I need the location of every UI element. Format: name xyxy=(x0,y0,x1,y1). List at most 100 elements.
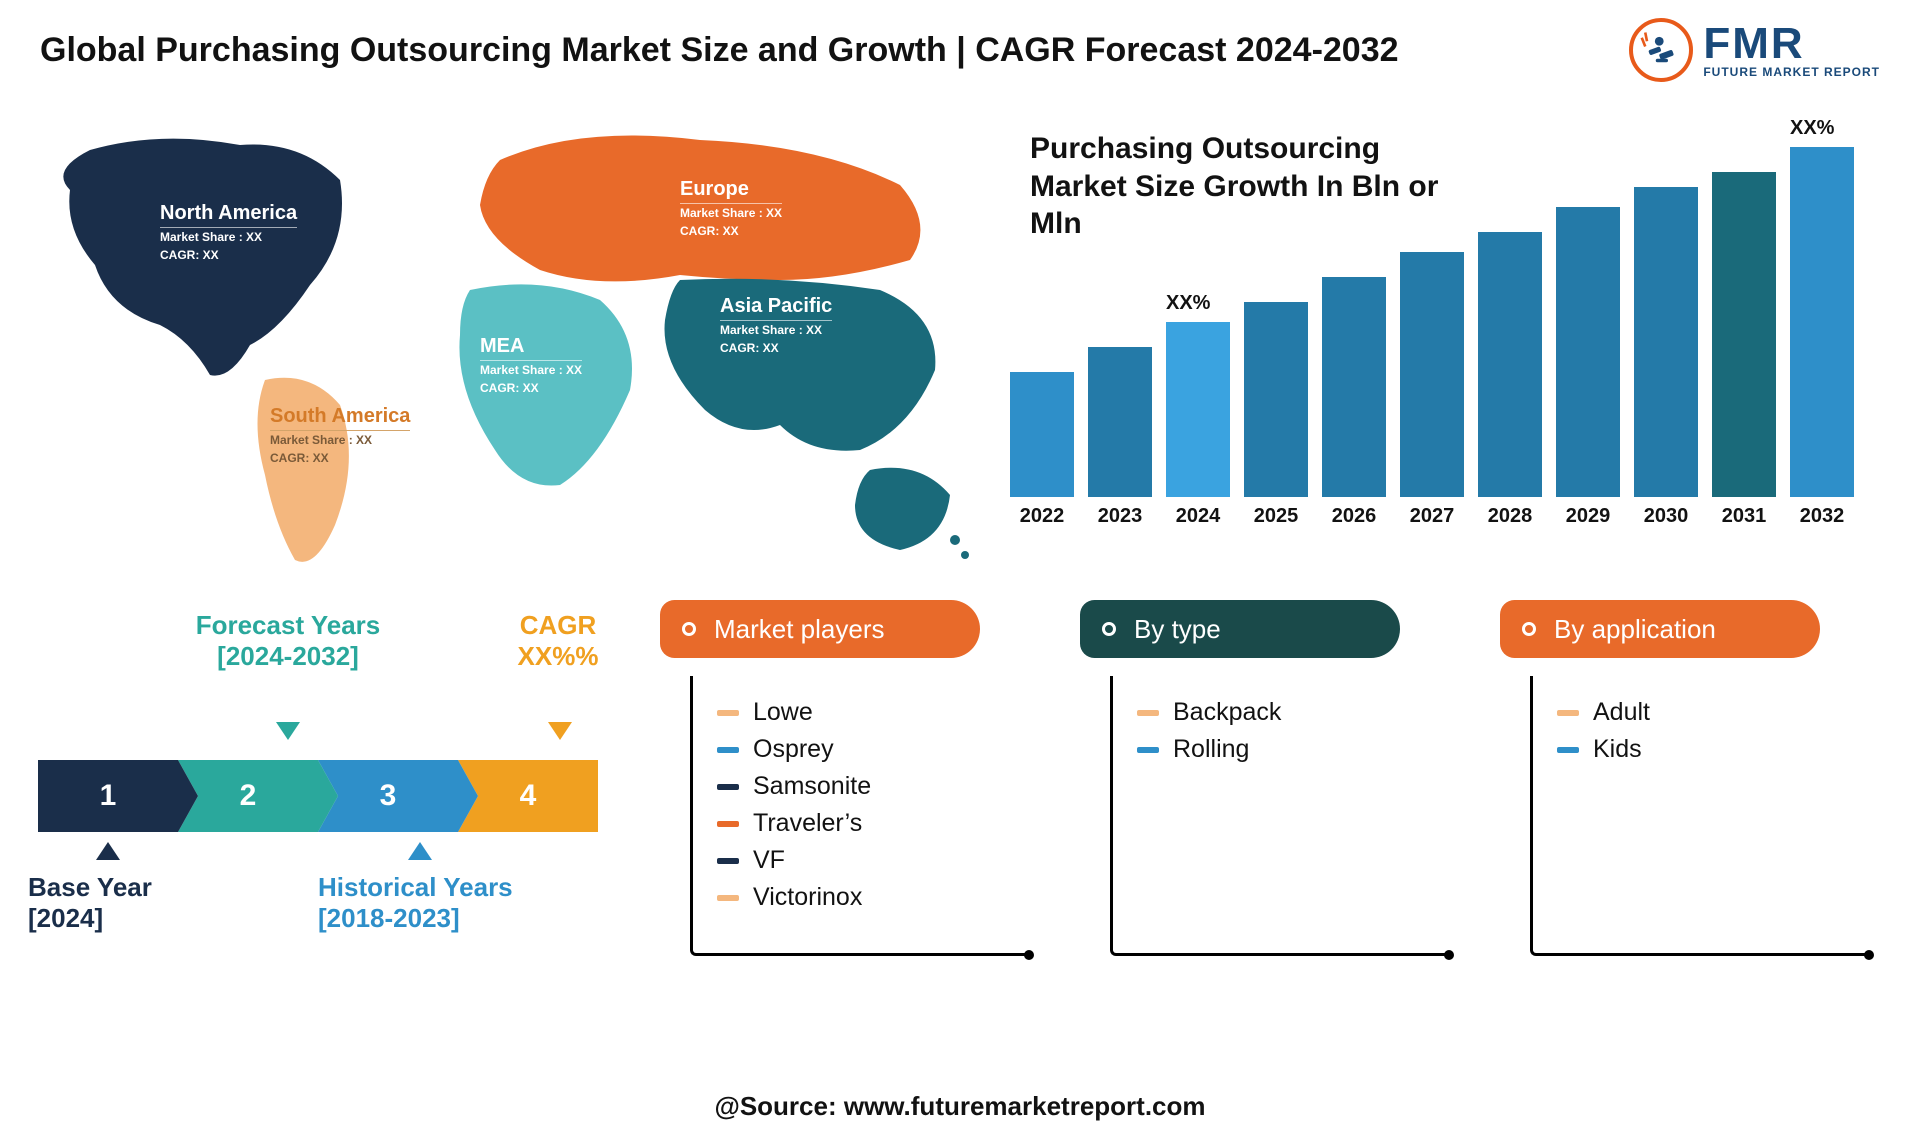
list-item: Traveler’s xyxy=(717,805,1018,842)
bar-x-label: 2024 xyxy=(1176,505,1221,528)
bar-col-2027: 2027 xyxy=(1400,252,1464,528)
bar-x-label: 2025 xyxy=(1254,505,1299,528)
bar-col-2023: 2023 xyxy=(1088,347,1152,528)
bar-col-2030: 2030 xyxy=(1634,187,1698,528)
chevron-right-icon xyxy=(318,760,338,832)
timeline-segment-1: 1 xyxy=(38,760,178,832)
dash-icon xyxy=(717,858,739,864)
bar-col-2022: 2022 xyxy=(1010,372,1074,528)
list-item: Adult xyxy=(1557,694,1858,731)
page-title: Global Purchasing Outsourcing Market Siz… xyxy=(40,28,1399,74)
list-item: VF xyxy=(717,842,1018,879)
base-label: Base Year [2024] xyxy=(28,872,208,934)
dash-icon xyxy=(717,710,739,716)
list-item-label: Adult xyxy=(1593,698,1650,727)
historical-arrow-icon xyxy=(408,842,432,860)
timeline-strip: 1234 xyxy=(38,760,598,832)
bar-col-2026: 2026 xyxy=(1322,277,1386,528)
bars-row: 2022 2023 XX% 2024 2025 2026 2027 2028 2029 2030 2… xyxy=(1010,188,1880,528)
bar-2022 xyxy=(1010,372,1074,497)
source-attribution: @Source: www.futuremarketreport.com xyxy=(0,1091,1920,1122)
list-item-label: Backpack xyxy=(1173,698,1281,727)
bar-2032: XX% xyxy=(1790,147,1854,497)
bar-2026 xyxy=(1322,277,1386,497)
forecast-arrow-icon xyxy=(276,722,300,740)
list-item-label: Samsonite xyxy=(753,772,871,801)
bar-col-2032: XX% 2032 xyxy=(1790,147,1854,528)
bar-x-label: 2027 xyxy=(1410,505,1455,528)
bar-col-2029: 2029 xyxy=(1556,207,1620,528)
logo-fmr-text: FMR xyxy=(1703,22,1880,66)
bar-2031 xyxy=(1712,172,1776,497)
bar-x-label: 2032 xyxy=(1800,505,1845,528)
bar-2030 xyxy=(1634,187,1698,497)
bar-x-label: 2028 xyxy=(1488,505,1533,528)
bullet-icon xyxy=(1522,622,1536,636)
label-mea: MEA Market Share : XX CAGR: XX xyxy=(480,335,582,395)
bar-x-label: 2026 xyxy=(1332,505,1377,528)
bar-x-label: 2031 xyxy=(1722,505,1767,528)
fmr-logo: FMR FUTURE MARKET REPORT xyxy=(1629,18,1880,82)
dash-icon xyxy=(1137,710,1159,716)
chevron-right-icon xyxy=(458,760,478,832)
list-item: Kids xyxy=(1557,731,1858,768)
bar-col-2028: 2028 xyxy=(1478,232,1542,528)
dash-icon xyxy=(717,895,739,901)
logo-mark xyxy=(1629,18,1693,82)
label-europe: Europe Market Share : XX CAGR: XX xyxy=(680,178,782,238)
bullet-icon xyxy=(1102,622,1116,636)
bullet-icon xyxy=(682,622,696,636)
list-item-label: Victorinox xyxy=(753,883,862,912)
dash-icon xyxy=(1557,710,1579,716)
bar-2027 xyxy=(1400,252,1464,497)
dash-icon xyxy=(1137,747,1159,753)
logo-text: FMR FUTURE MARKET REPORT xyxy=(1703,22,1880,78)
bar-x-label: 2030 xyxy=(1644,505,1689,528)
pill-application: By application xyxy=(1500,600,1820,658)
pill-title: By application xyxy=(1554,614,1716,645)
label-asia-pacific: Asia Pacific Market Share : XX CAGR: XX xyxy=(720,295,832,355)
timeline-segment-3: 3 xyxy=(318,760,458,832)
bar-x-label: 2029 xyxy=(1566,505,1611,528)
dash-icon xyxy=(717,821,739,827)
pill-type: By type xyxy=(1080,600,1400,658)
binoculars-icon xyxy=(1640,29,1682,71)
pill-title: Market players xyxy=(714,614,885,645)
pill-players: Market players xyxy=(660,600,980,658)
bar-2028 xyxy=(1478,232,1542,497)
dash-icon xyxy=(1557,747,1579,753)
bar-x-label: 2023 xyxy=(1098,505,1143,528)
bar-chart: Purchasing Outsourcing Market Size Growt… xyxy=(1000,130,1880,560)
bar-value-label: XX% xyxy=(1166,292,1210,315)
list-item: Samsonite xyxy=(717,768,1018,805)
historical-label: Historical Years [2018-2023] xyxy=(318,872,558,934)
dash-icon xyxy=(717,784,739,790)
base-arrow-icon xyxy=(96,842,120,860)
cagr-label: CAGR XX%% xyxy=(498,610,618,672)
category-body: Adult Kids xyxy=(1530,676,1870,956)
dash-icon xyxy=(717,747,739,753)
category-by-type: By type Backpack Rolling xyxy=(1080,600,1480,956)
forecast-label: Forecast Years [2024-2032] xyxy=(188,610,388,672)
bar-2025 xyxy=(1244,302,1308,497)
category-market-players: Market players Lowe Osprey Samsonite Travele… xyxy=(660,600,1060,956)
category-body: Lowe Osprey Samsonite Traveler’s VF Victorino… xyxy=(690,676,1030,956)
bar-value-label: XX% xyxy=(1790,117,1834,140)
bar-col-2031: 2031 xyxy=(1712,172,1776,528)
list-item-label: VF xyxy=(753,846,785,875)
category-body: Backpack Rolling xyxy=(1110,676,1450,956)
label-north-america: North America Market Share : XX CAGR: XX xyxy=(160,202,297,262)
bar-2024: XX% xyxy=(1166,322,1230,497)
timeline: Forecast Years [2024-2032] CAGR XX%% 123… xyxy=(38,610,628,960)
list-item: Osprey xyxy=(717,731,1018,768)
list-item-label: Rolling xyxy=(1173,735,1249,764)
list-item: Backpack xyxy=(1137,694,1438,731)
bar-2023 xyxy=(1088,347,1152,497)
list-item: Victorinox xyxy=(717,879,1018,916)
bar-col-2025: 2025 xyxy=(1244,302,1308,528)
category-by-application: By application Adult Kids xyxy=(1500,600,1900,956)
list-item-label: Traveler’s xyxy=(753,809,862,838)
list-item-label: Lowe xyxy=(753,698,813,727)
bar-col-2024: XX% 2024 xyxy=(1166,322,1230,528)
timeline-segment-4: 4 xyxy=(458,760,598,832)
